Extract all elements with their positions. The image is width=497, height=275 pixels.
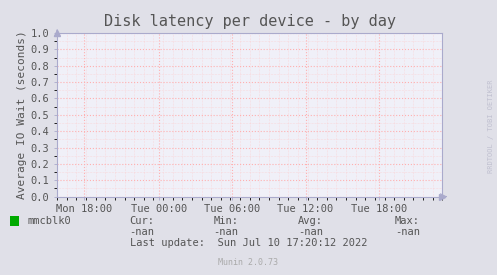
Text: -nan: -nan (395, 227, 420, 237)
Text: -nan: -nan (298, 227, 323, 237)
Text: -nan: -nan (129, 227, 154, 237)
Text: -nan: -nan (214, 227, 239, 237)
Text: Min:: Min: (214, 216, 239, 226)
Text: mmcblk0: mmcblk0 (27, 216, 71, 226)
Y-axis label: Average IO Wait (seconds): Average IO Wait (seconds) (16, 31, 27, 199)
Text: Avg:: Avg: (298, 216, 323, 226)
Text: Cur:: Cur: (129, 216, 154, 226)
Text: Munin 2.0.73: Munin 2.0.73 (219, 258, 278, 267)
Title: Disk latency per device - by day: Disk latency per device - by day (104, 14, 396, 29)
Text: Last update:  Sun Jul 10 17:20:12 2022: Last update: Sun Jul 10 17:20:12 2022 (130, 238, 367, 248)
Text: RRDTOOL / TOBI OETIKER: RRDTOOL / TOBI OETIKER (488, 80, 494, 173)
Text: Max:: Max: (395, 216, 420, 226)
